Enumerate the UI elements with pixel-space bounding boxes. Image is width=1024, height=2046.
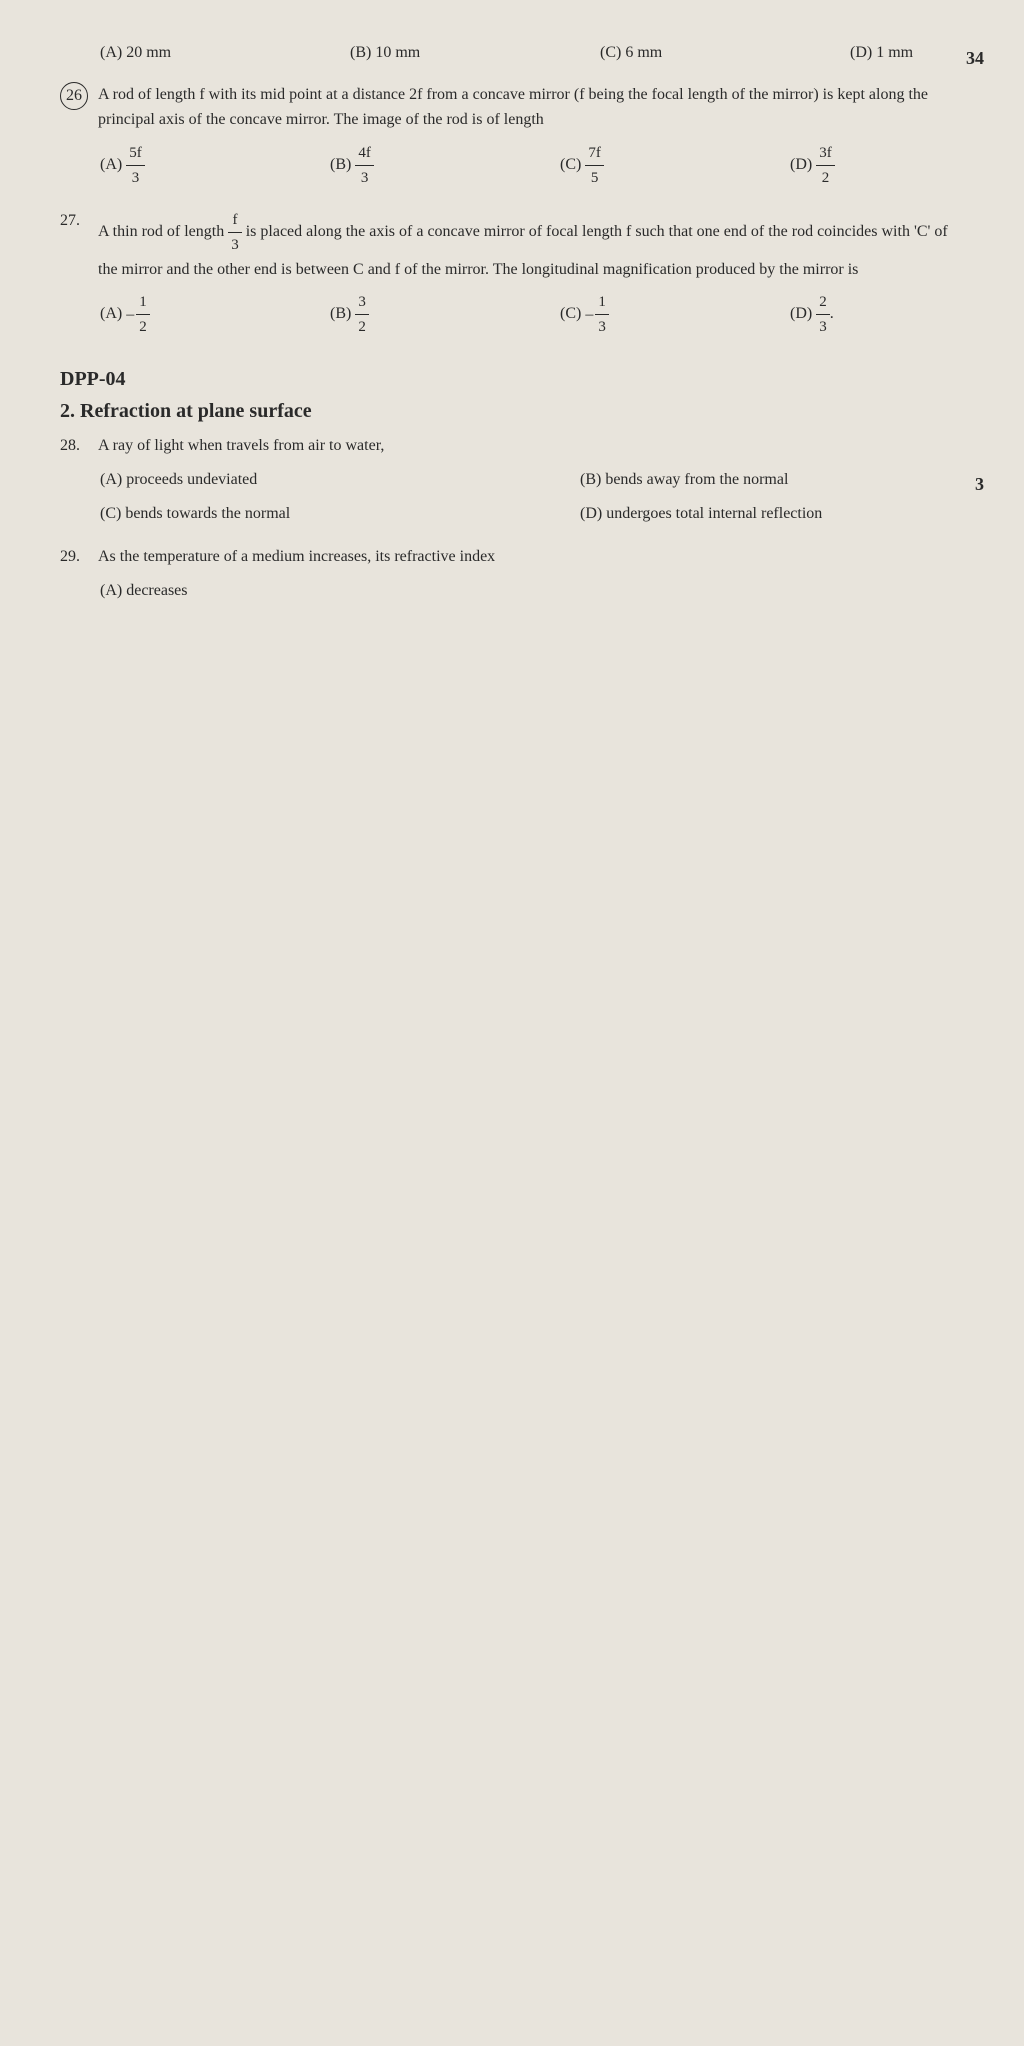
- options-row-1: (A) proceeds undeviated (B) bends away f…: [100, 467, 964, 493]
- option-a: (A) –12: [100, 290, 210, 339]
- question-text: A rod of length f with its mid point at …: [98, 82, 952, 133]
- option-c: (C) bends towards the normal: [100, 501, 360, 527]
- option-a: (A) decreases: [100, 578, 210, 604]
- prev-question-options: (A) 20 mm (B) 10 mm (C) 6 mm (D) 1 mm: [100, 40, 964, 66]
- question-number: 29.: [60, 544, 88, 570]
- options-row: (A) –12 (B) 32 (C) –13 (D) 23.: [100, 290, 964, 339]
- question-text: As the temperature of a medium increases…: [98, 544, 952, 570]
- option-b: (B) bends away from the normal: [580, 467, 880, 493]
- question-28: 28. A ray of light when travels from air…: [60, 433, 964, 526]
- option-d: (D) 23.: [790, 290, 900, 339]
- option-d: (D) undergoes total internal reflection: [580, 501, 880, 527]
- options-row: (A) decreases: [100, 578, 964, 604]
- dpp-label: DPP-04: [60, 363, 964, 395]
- options-row: (A) 5f3 (B) 4f3 (C) 7f5 (D) 3f2: [100, 141, 964, 190]
- page-number-mid: 3: [975, 470, 984, 499]
- question-text: A thin rod of length f3 is placed along …: [98, 208, 952, 283]
- option-a: (A) 5f3: [100, 141, 210, 190]
- option-b: (B) 4f3: [330, 141, 440, 190]
- option-b: (B) 32: [330, 290, 440, 339]
- question-26: 26 A rod of length f with its mid point …: [60, 82, 964, 190]
- topic-title: 2. Refraction at plane surface: [60, 395, 964, 427]
- question-number: 27.: [60, 208, 88, 234]
- question-text: A ray of light when travels from air to …: [98, 433, 952, 459]
- question-29: 29. As the temperature of a medium incre…: [60, 544, 964, 603]
- option-c: (C) 7f5: [560, 141, 670, 190]
- question-number: 28.: [60, 433, 88, 459]
- option-b: (B) 10 mm: [350, 40, 460, 66]
- option-d: (D) 3f2: [790, 141, 900, 190]
- question-27: 27. A thin rod of length f3 is placed al…: [60, 208, 964, 340]
- options-row-2: (C) bends towards the normal (D) undergo…: [100, 501, 964, 527]
- page-number-top: 34: [966, 44, 984, 73]
- section-header: DPP-04 2. Refraction at plane surface: [60, 363, 964, 427]
- option-d: (D) 1 mm: [850, 40, 960, 66]
- option-a: (A) proceeds undeviated: [100, 467, 360, 493]
- option-c: (C) –13: [560, 290, 670, 339]
- option-a: (A) 20 mm: [100, 40, 210, 66]
- question-number: 26: [60, 82, 88, 110]
- option-c: (C) 6 mm: [600, 40, 710, 66]
